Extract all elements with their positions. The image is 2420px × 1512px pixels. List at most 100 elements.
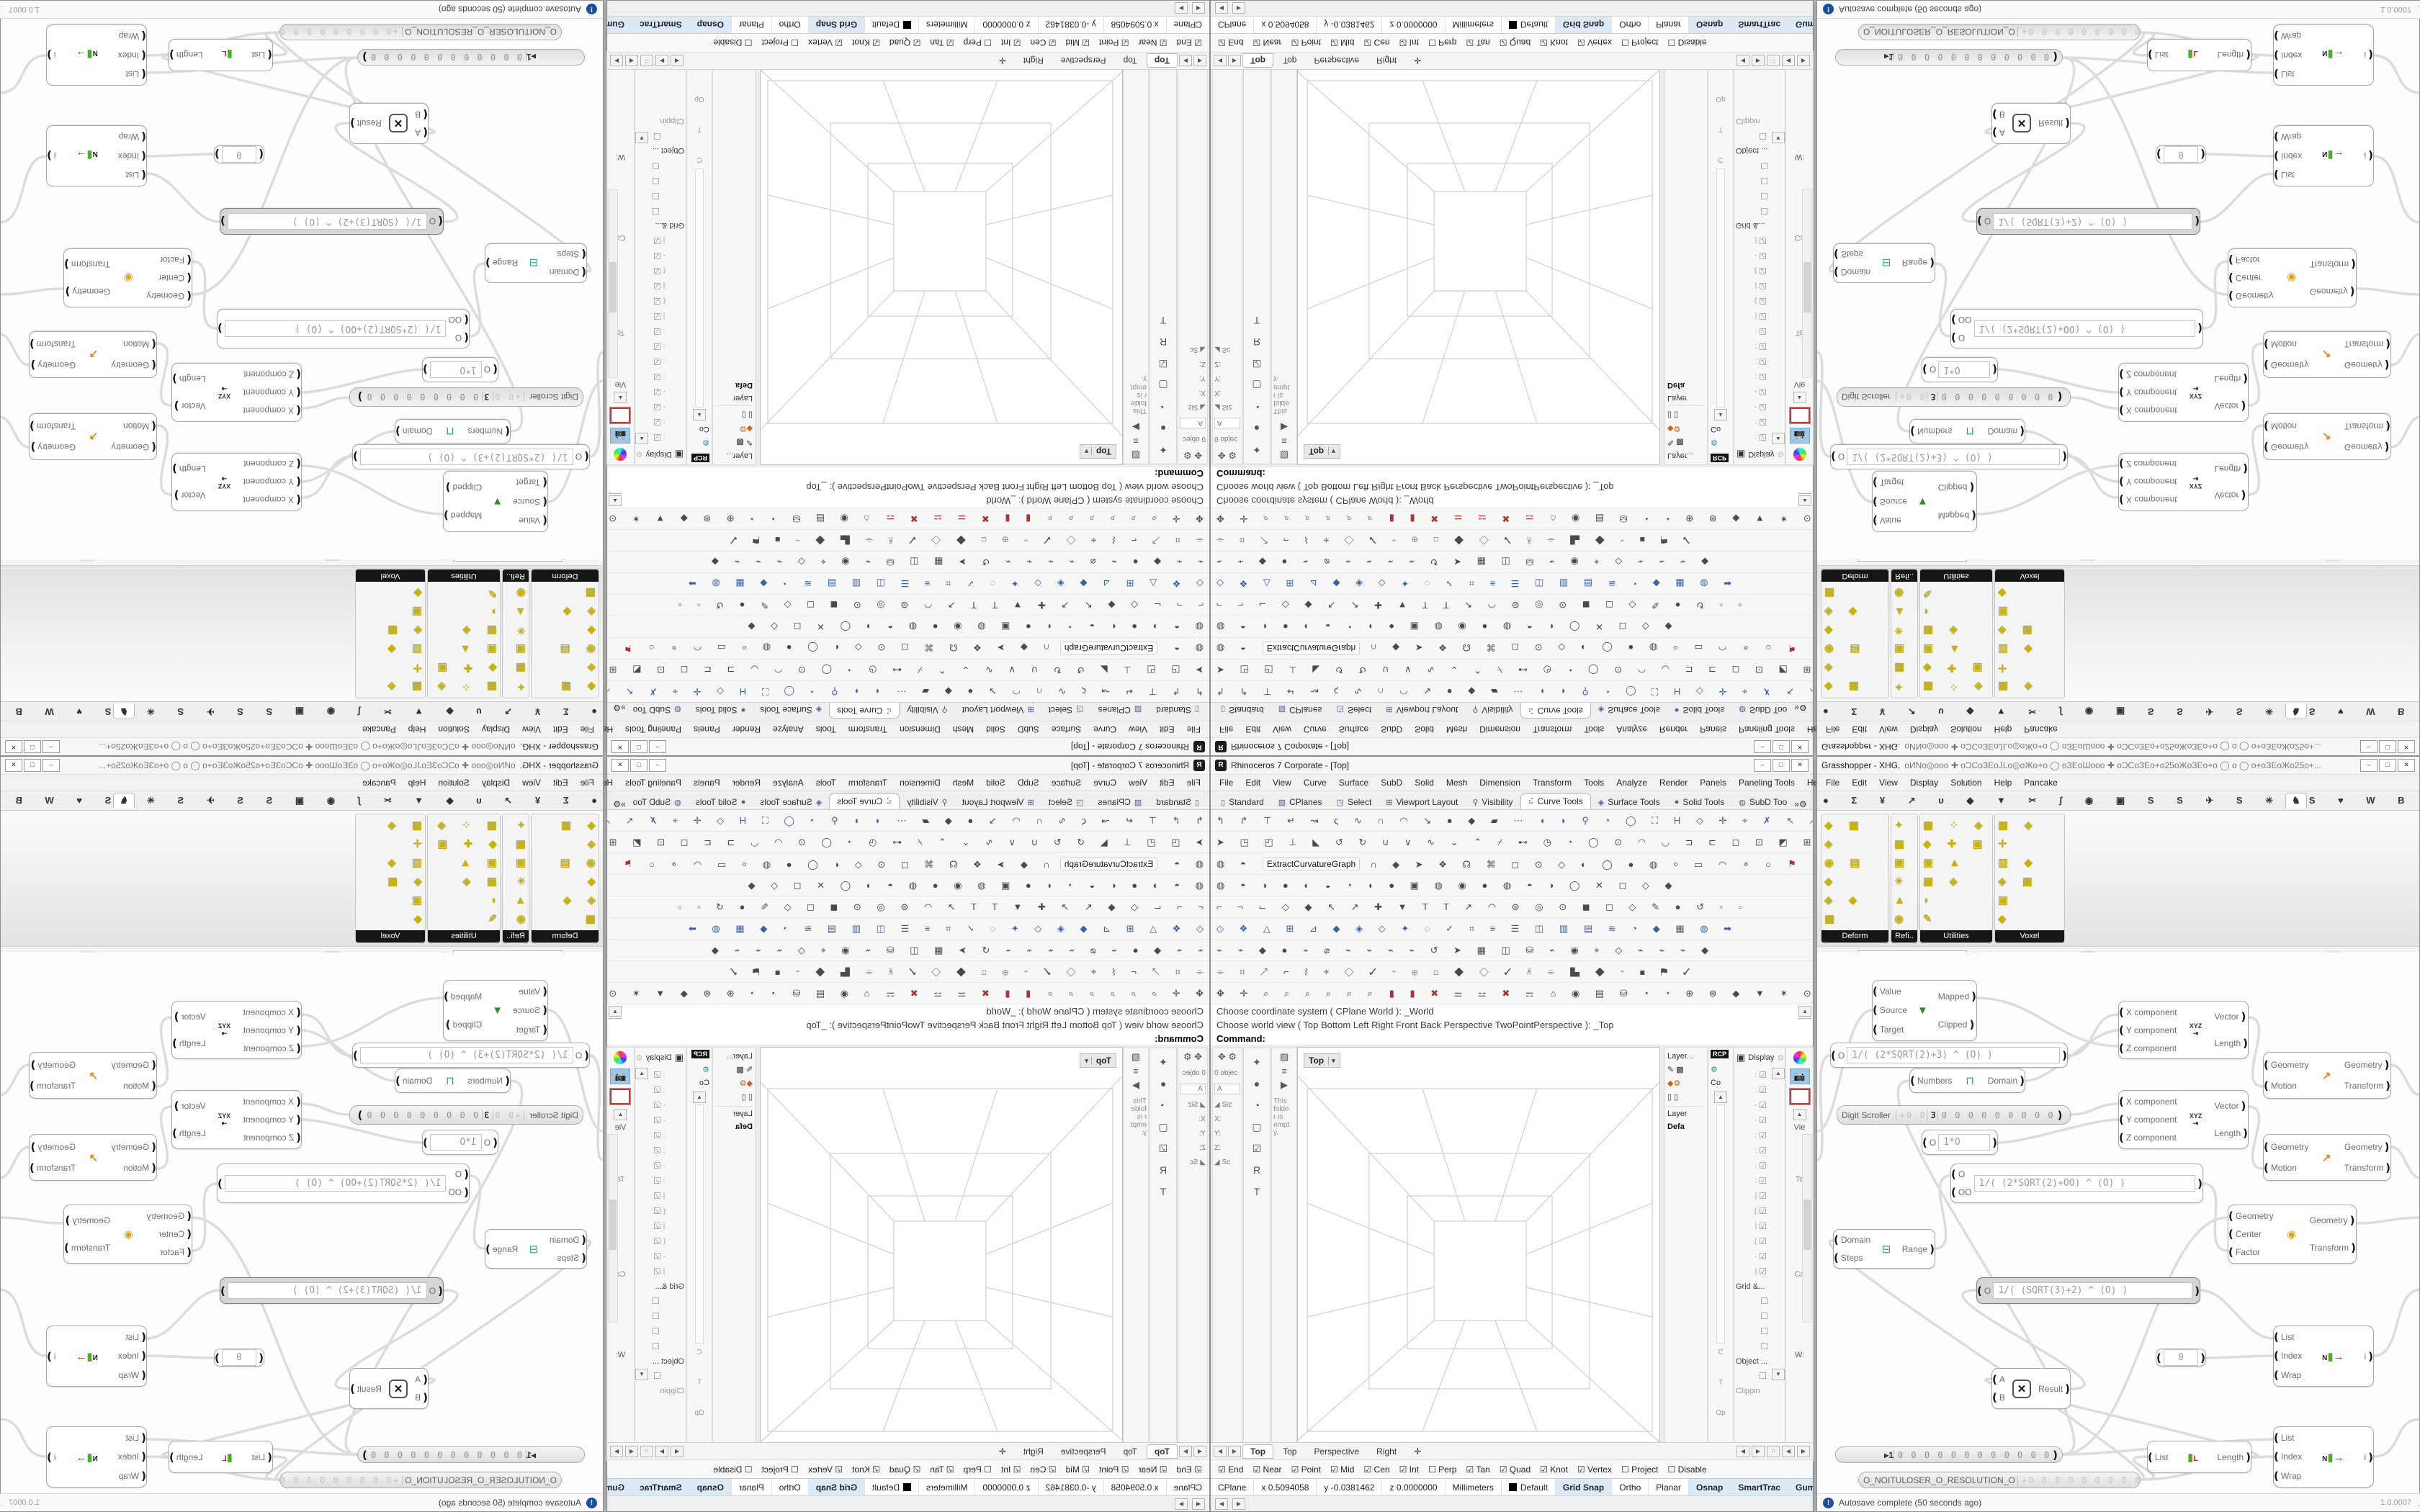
category-tab-active[interactable]: ♞ — [113, 793, 135, 809]
pager-left-icon[interactable]: ◀ — [1192, 1498, 1205, 1510]
gh-node-remap[interactable]: (Value(Source(Target ▼ Mapped) Clipped) — [443, 980, 548, 1041]
gh-node-list-item-2[interactable]: (List(Index(Wrap N▮→ i) — [46, 24, 147, 86]
close-button[interactable]: ✕ — [5, 759, 22, 772]
gh-node-move-2[interactable]: (Geometry(Motion ↗ Geometry) Transform) — [2263, 1134, 2391, 1181]
color-wheel-icon[interactable] — [614, 1051, 627, 1064]
scroll-down-icon[interactable]: ▼ — [1798, 1018, 1811, 1020]
tab-visibility[interactable]: ⚲ Visibility — [907, 797, 948, 807]
gh-digit-scroller-1[interactable]: Digit Scroller +0 0 3 0 0 0 0 0 0 0 0 0 … — [349, 387, 583, 407]
property-field[interactable]: A — [1214, 1084, 1240, 1094]
toolbar-row-6[interactable]: ◇ ❖ △ ⊞ ⊿ ◆ ◈ ◇ ✦ ◌ ✓ ⌗ ≡ ☰ ◫ ▥ ▤ ≋ ◔ ◆ … — [1211, 918, 1813, 940]
osnap-vertex[interactable]: ☑ Vertex — [1577, 37, 1613, 48]
port[interactable]: ( — [2274, 48, 2279, 62]
gear-icon[interactable]: ⚙ — [1777, 1053, 1785, 1063]
toggle-grid-snap[interactable]: Grid Snap — [1555, 1479, 1613, 1495]
command-history[interactable]: Choose coordinate system ( CPlane World … — [1211, 1004, 1813, 1048]
gh-digit-scroller-resolution[interactable]: O_NOITULOSER_O_RESOLUTION_O +0 0 0 0 0 0… — [1858, 1472, 2141, 1488]
deform-icons[interactable]: ◆ ▦ ◈ ◉ ▤ ◆ ◈ ◆ ▩ ▲ ▨ ◆ ◆ ▥ ◈ ◈ ◆ ▦ — [1824, 587, 1867, 693]
gh-node-bounds[interactable]: (Numbers ⊓ Domain) — [395, 419, 511, 444]
port[interactable]: ) — [2200, 148, 2205, 161]
toggle-osnap[interactable]: Osnap — [1688, 1479, 1731, 1495]
chevron-down-icon[interactable]: ▾ — [1328, 1056, 1335, 1065]
tab-select[interactable]: ◳ Select — [1336, 705, 1372, 715]
camera-icon[interactable]: 📷 — [1789, 1068, 1810, 1084]
port[interactable]: ( — [267, 1450, 272, 1464]
gh-node-list-length[interactable]: (List ▮L Length) — [169, 39, 273, 71]
scroll-up-icon[interactable]: ▲ — [635, 433, 648, 444]
port[interactable]: ) — [2062, 1048, 2067, 1062]
port[interactable]: ( — [542, 1022, 547, 1036]
toolbar-row-4[interactable]: ◍ ◓ ◑ ● ◐ ◒ ◔ ◖ ● ▣ ◍ ◉ ● ◍ ◓ ◑ ◯ ✕ ◻ ◇ … — [607, 616, 1209, 637]
menu-transform[interactable]: Transform — [1532, 778, 1572, 788]
maximize-button[interactable]: □ — [24, 759, 41, 772]
port[interactable]: ( — [505, 425, 510, 438]
scroll-up-icon[interactable]: ▲ — [1793, 1109, 1806, 1120]
port[interactable]: ( — [187, 253, 192, 266]
gh-node-vector-xyz-2[interactable]: (X component(Y component(Z component XYZ… — [171, 363, 302, 422]
menu-dimension[interactable]: Dimension — [900, 778, 941, 788]
port[interactable]: ( — [2274, 30, 2279, 43]
gh-node-scale[interactable]: (Geometry(Center(Factor ◉ Geometry) Trans… — [2228, 1205, 2357, 1264]
toolbar-row-5[interactable]: ⌐ ¬ ⌙ ◇ ◆ ↖ ↗ ✚ ▼ Τ Τ ↗ ◠ ⊜ ◎ ⊙ ◼ ◻ ◇ ✎ … — [607, 594, 1209, 616]
gh-digit-scroller-1[interactable]: Digit Scroller +0 0 3 0 0 0 0 0 0 0 0 0 … — [1837, 387, 2071, 407]
palette-group-voxel[interactable]: ▦ ◈ ✛ ▥ ◆ ◈ ▦ ▣ ◆ ◈ Voxel — [355, 814, 426, 943]
port[interactable]: ) — [65, 1214, 71, 1227]
port[interactable]: ) — [2368, 1349, 2373, 1363]
port[interactable]: ( — [2119, 1112, 2124, 1126]
port[interactable]: ) — [172, 1037, 177, 1050]
port[interactable]: ) — [30, 1140, 36, 1153]
camera-icon[interactable]: 📷 — [610, 428, 631, 444]
scroll-up-icon[interactable]: ▲ — [609, 495, 622, 506]
osnap-near[interactable]: ☑ Near — [1252, 1464, 1282, 1475]
osnap-end[interactable]: ☑ End — [1176, 1464, 1202, 1475]
gh-slider-1[interactable]: ▸1 0 0 0 0 0 0 0 0 0 0 0 0 ) — [1835, 1446, 2063, 1463]
port[interactable]: ( — [2274, 1349, 2279, 1363]
gh-node-range[interactable]: (Domain(Steps ⊟ Range) — [485, 243, 587, 283]
gh-node-move-2[interactable]: (Geometry(Motion ↗ Geometry) Transform) — [29, 1134, 157, 1181]
toolbar-row-3[interactable]: ◍ ◓ ExtractCurvatureGraph ∩ ◆ ➤ ❖ ☊ ⌘ ◻ ⊙ … — [1211, 853, 1813, 875]
port[interactable]: ( — [2119, 1131, 2124, 1145]
port[interactable]: ( — [1910, 425, 1915, 438]
display-panel[interactable]: ▣ Display ⚙ : : - - : : : : | ( | ( - | ☑ … — [1734, 1047, 1785, 1461]
tab-surface-tools[interactable]: ◈ Surface Tools — [1597, 797, 1660, 807]
category-tabs-right[interactable]: S ♥ W B ☻ E P Ъ K P ■ S ✳ — [2308, 706, 2419, 717]
menu-paneling-tools[interactable]: Paneling Tools — [1738, 724, 1795, 734]
properties-panel[interactable]: ✥ ⚙ 0 objec A ◢ Siz X: Y: Z: ◢ Sc — [1178, 51, 1208, 464]
tab-curve-tools[interactable]: ⠮ Curve Tools — [829, 793, 900, 809]
category-tab-active[interactable]: ♞ — [113, 703, 135, 719]
port[interactable]: ) — [47, 48, 52, 62]
port[interactable]: ( — [542, 513, 547, 527]
port[interactable]: ( — [1977, 215, 1982, 228]
tab-subd-tools[interactable]: ◍ SubD Too — [1739, 797, 1788, 807]
grid-section-header[interactable]: Grid &... — [1736, 1282, 1765, 1291]
gh-menu-help[interactable]: Help — [408, 778, 426, 788]
size-section[interactable]: ◢ Siz — [1214, 403, 1232, 411]
minimize-button[interactable]: – — [2360, 740, 2378, 753]
dots-icon[interactable]: ∷ — [640, 55, 653, 67]
scroll-down-icon[interactable]: ▼ — [609, 1018, 622, 1020]
port[interactable]: ) — [350, 117, 355, 130]
viewport-tab-right[interactable]: Right — [1023, 55, 1044, 66]
osnap-project[interactable]: ☐ Project — [1621, 1464, 1659, 1475]
cone-gear-icon[interactable]: ◆⚙ — [739, 424, 753, 433]
gh-node-scale[interactable]: (Geometry(Center(Factor ◉ Geometry) Trans… — [63, 1205, 192, 1264]
osnap-knot[interactable]: ☑ Knot — [852, 37, 880, 48]
tab-curve-tools[interactable]: ⠮ Curve Tools — [1520, 793, 1591, 809]
maximize-button[interactable]: □ — [1773, 740, 1790, 753]
menu-view[interactable]: View — [1273, 778, 1291, 788]
port[interactable]: ) — [2241, 1099, 2246, 1112]
toggle-gumball[interactable]: Gumbal — [1788, 1479, 1813, 1495]
gh-slider-1[interactable]: ▸1 0 0 0 0 0 0 0 0 0 0 0 0 ) — [357, 1446, 585, 1463]
port[interactable]: ) — [1930, 1242, 1935, 1256]
gh-canvas[interactable]: (Value(Source(Target ▼ Mapped) Clipped) (… — [1, 953, 603, 1495]
refine-label[interactable]: Refi.. — [503, 930, 529, 942]
scroll-down-icon[interactable]: ▼ — [635, 132, 648, 143]
port[interactable]: ) — [357, 390, 363, 404]
port[interactable]: ( — [151, 1079, 156, 1093]
toggle-smarttrack[interactable]: SmartTrac — [1731, 17, 1789, 33]
palette-group-voxel[interactable]: ▦ ◈ ✛ ▥ ◆ ◈ ▦ ▣ ◆ ◈ Voxel — [1994, 569, 2065, 698]
scale-section[interactable]: ◢ Sc — [1214, 1158, 1231, 1166]
port[interactable]: ( — [296, 457, 301, 471]
osnap-project[interactable]: ☐ Project — [761, 37, 799, 48]
gh-menu-display[interactable]: Display — [1909, 778, 1939, 788]
